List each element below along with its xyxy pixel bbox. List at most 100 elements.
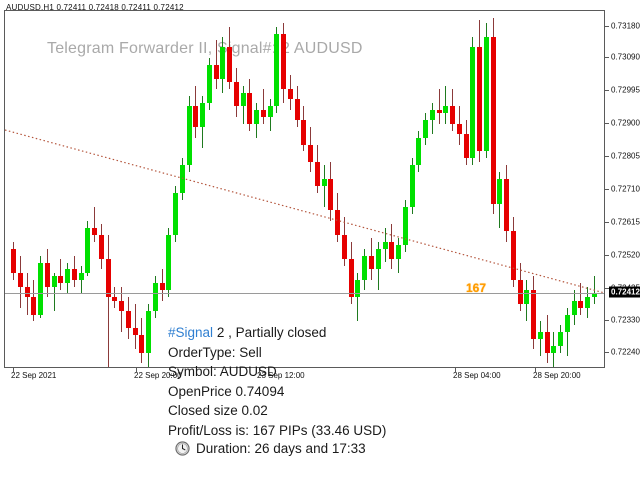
- profit-loss-row: Profit/Loss is: 167 PIPs (33.46 USD): [168, 422, 387, 438]
- candle-body: [443, 106, 448, 114]
- price-axis-tick: [605, 320, 609, 322]
- candle-body: [484, 37, 489, 152]
- candle-body: [335, 210, 340, 235]
- candle-body: [274, 33, 279, 107]
- candle-body: [126, 311, 131, 329]
- candle-body: [342, 234, 347, 260]
- candle-body: [25, 286, 30, 298]
- signal-headline-row: #Signal 2 , Partially closed: [168, 323, 386, 343]
- candle-body: [450, 106, 455, 124]
- current-price-label: 0.72412: [609, 286, 640, 298]
- candle-body: [85, 227, 90, 273]
- candle-body: [518, 279, 523, 305]
- price-axis-label: 0.73180: [611, 21, 640, 31]
- candle-wick: [567, 307, 568, 357]
- candle-body: [349, 259, 354, 298]
- price-axis-label: 0.72900: [611, 118, 640, 128]
- price-axis-tick: [605, 254, 609, 256]
- candle-body: [65, 269, 70, 284]
- candle-body: [268, 106, 273, 117]
- time-axis-label: 28 Sep 04:00: [453, 371, 501, 380]
- candle-body: [227, 47, 232, 83]
- candle-body: [430, 109, 435, 121]
- candle-body: [11, 248, 16, 273]
- price-axis-label: 0.72805: [611, 151, 640, 161]
- candle-wick: [324, 165, 325, 207]
- chart-plot-area[interactable]: 167: [4, 10, 605, 368]
- candle-body: [497, 179, 502, 204]
- price-axis-tick: [605, 89, 609, 91]
- pip-profit-marker: 167: [466, 281, 487, 296]
- candle-wick: [108, 234, 109, 367]
- price-axis-tick: [605, 188, 609, 190]
- candle-body: [301, 120, 306, 145]
- time-axis-tick: [455, 368, 456, 372]
- candle-body: [220, 47, 225, 79]
- candle-body: [322, 179, 327, 187]
- closed-size-row: Closed size 0.02: [168, 403, 268, 418]
- signal-tag-link[interactable]: #Signal: [168, 325, 214, 340]
- candle-body: [328, 179, 333, 211]
- candle-body: [31, 297, 36, 315]
- candle-body: [281, 33, 286, 90]
- candle-wick: [81, 265, 82, 294]
- price-axis-label: 0.72520: [611, 250, 640, 260]
- candle-body: [355, 279, 360, 298]
- candle-body: [92, 227, 97, 235]
- candle-body: [160, 283, 165, 291]
- price-axis-label: 0.72330: [611, 315, 640, 325]
- candle-wick: [445, 85, 446, 124]
- candle-body: [38, 262, 43, 315]
- open-price-row: OpenPrice 0.74094: [168, 383, 285, 399]
- candle-wick: [357, 272, 358, 322]
- candle-wick: [94, 206, 95, 242]
- candlestick-series: [5, 11, 604, 367]
- candle-body: [511, 231, 516, 280]
- candle-body: [146, 311, 151, 353]
- price-axis-tick: [605, 56, 609, 58]
- candle-body: [308, 144, 313, 162]
- time-axis-label: 22 Sep 2021: [11, 371, 57, 380]
- candle-body: [254, 109, 259, 124]
- candle-body: [139, 335, 144, 353]
- candle-body: [572, 300, 577, 315]
- candle-body: [362, 255, 367, 280]
- candle-body: [457, 123, 462, 135]
- candle-body: [200, 102, 205, 128]
- candle-body: [389, 241, 394, 260]
- candle-body: [545, 331, 550, 353]
- candle-body: [491, 37, 496, 204]
- candle-body: [133, 328, 138, 336]
- candle-body: [187, 106, 192, 166]
- candle-body: [45, 262, 50, 287]
- time-axis-tick: [259, 368, 260, 372]
- candle-body: [106, 259, 111, 298]
- candle-body: [376, 248, 381, 270]
- candle-body: [247, 92, 252, 124]
- time-axis-tick: [136, 368, 137, 372]
- signal-info-block: #Signal 2 , Partially closed OrderType: …: [168, 323, 386, 440]
- candle-body: [403, 206, 408, 246]
- candle-body: [423, 120, 428, 138]
- price-axis[interactable]: 0.73180 0.73090 0.72995 0.72900 0.72805 0.727…: [605, 10, 640, 368]
- candle-body: [119, 300, 124, 312]
- candle-body: [383, 241, 388, 249]
- candle-body: [416, 137, 421, 166]
- candle-body: [99, 234, 104, 260]
- candle-body: [538, 331, 543, 339]
- candle-body: [193, 106, 198, 128]
- candle-wick: [594, 276, 595, 305]
- time-axis-tick: [535, 368, 536, 372]
- candle-body: [180, 165, 185, 194]
- candle-body: [369, 255, 374, 270]
- candle-body: [214, 64, 219, 79]
- candle-body: [477, 47, 482, 152]
- candle-body: [585, 297, 590, 308]
- candle-body: [410, 165, 415, 207]
- candle-body: [241, 92, 246, 107]
- price-axis-label: 0.72995: [611, 85, 640, 95]
- time-axis-tick: [13, 368, 14, 372]
- price-axis-tick: [605, 155, 609, 157]
- candle-body: [288, 89, 293, 100]
